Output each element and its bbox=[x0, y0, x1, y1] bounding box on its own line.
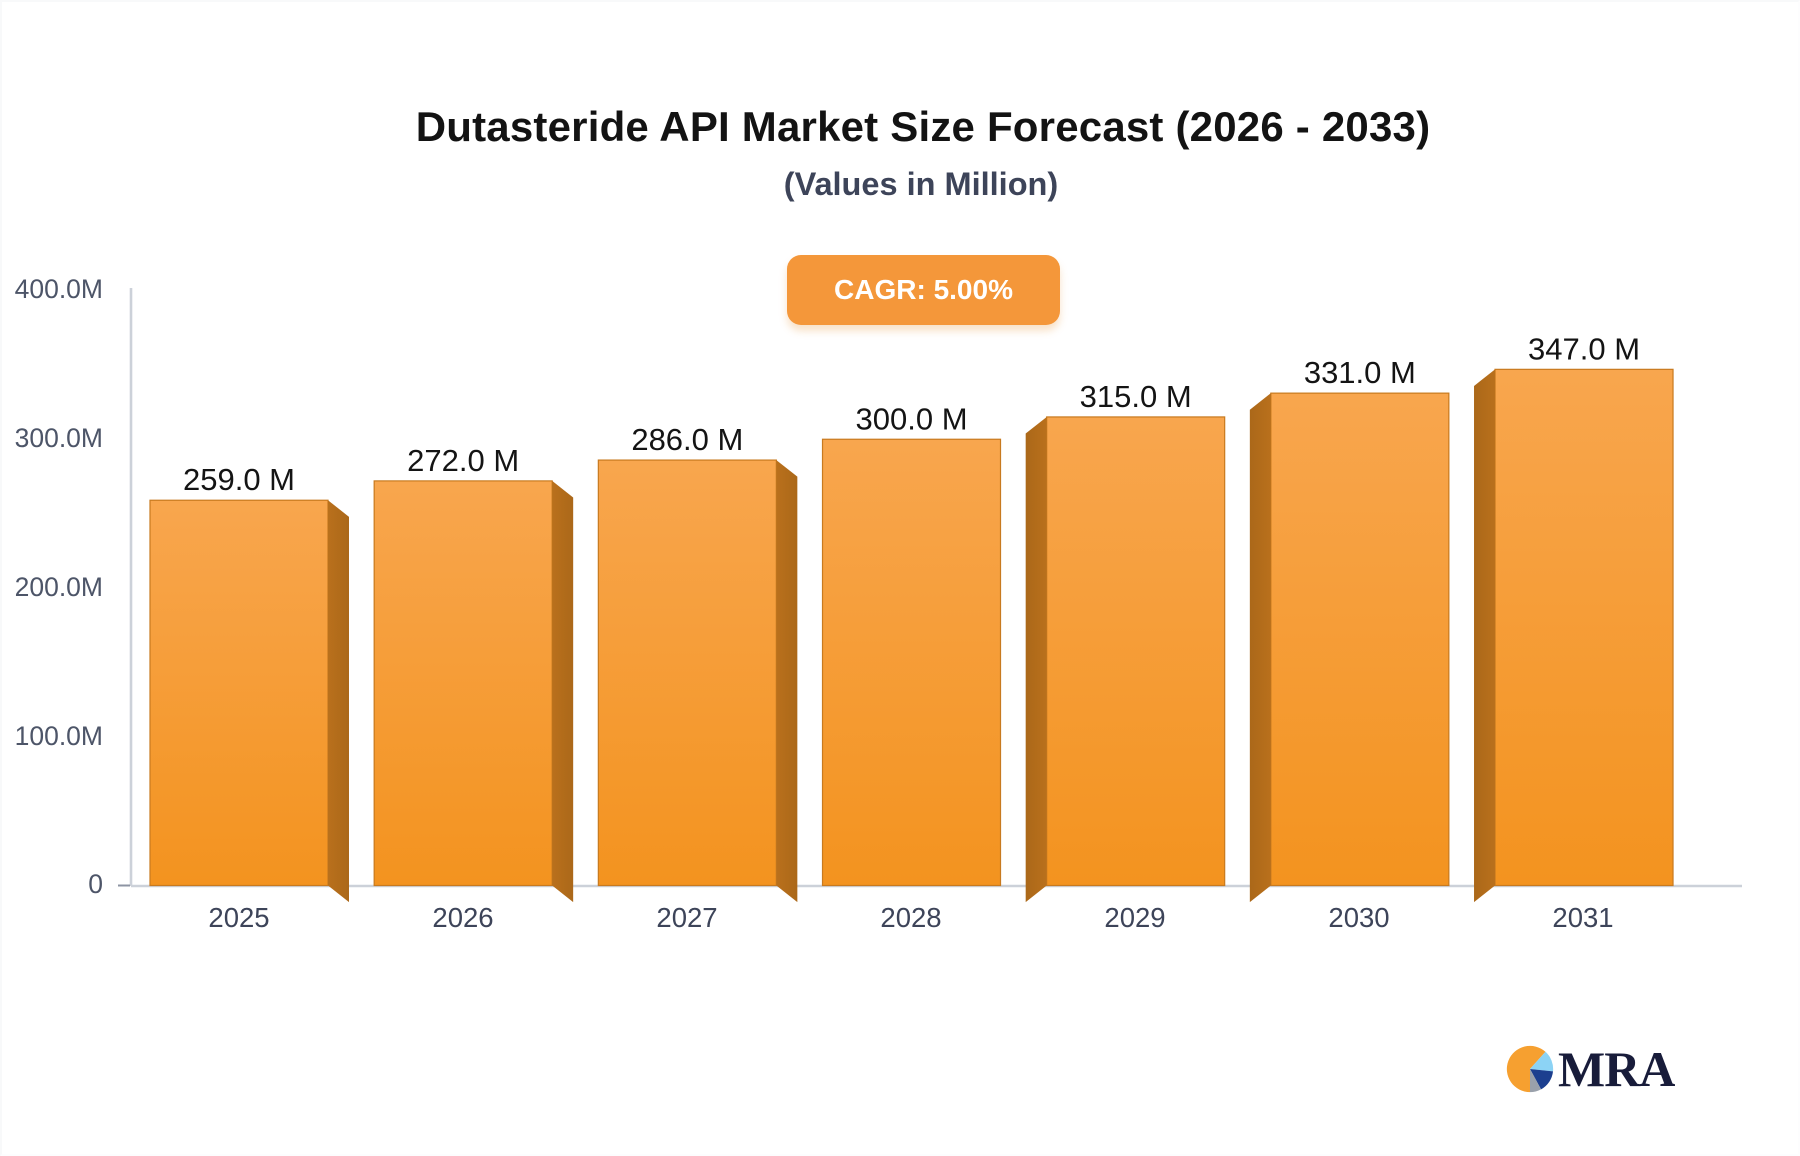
svg-text:347.0 M: 347.0 M bbox=[1528, 331, 1640, 366]
svg-text:100.0M: 100.0M bbox=[15, 721, 103, 751]
svg-text:300.0 M: 300.0 M bbox=[856, 401, 968, 436]
svg-text:200.0M: 200.0M bbox=[15, 572, 103, 602]
svg-text:300.0M: 300.0M bbox=[15, 423, 103, 453]
svg-text:331.0 M: 331.0 M bbox=[1304, 355, 1416, 390]
svg-text:400.0M: 400.0M bbox=[15, 274, 103, 304]
svg-text:2025: 2025 bbox=[208, 902, 269, 933]
svg-text:286.0 M: 286.0 M bbox=[631, 422, 743, 457]
svg-text:0: 0 bbox=[88, 869, 103, 899]
svg-text:259.0 M: 259.0 M bbox=[183, 462, 295, 497]
svg-text:2029: 2029 bbox=[1104, 902, 1165, 933]
svg-text:272.0 M: 272.0 M bbox=[407, 443, 519, 478]
svg-text:315.0 M: 315.0 M bbox=[1080, 379, 1192, 414]
svg-text:2031: 2031 bbox=[1552, 902, 1613, 933]
svg-text:2026: 2026 bbox=[432, 902, 493, 933]
svg-text:2027: 2027 bbox=[656, 902, 717, 933]
svg-text:2028: 2028 bbox=[880, 902, 941, 933]
svg-text:2030: 2030 bbox=[1328, 902, 1389, 933]
